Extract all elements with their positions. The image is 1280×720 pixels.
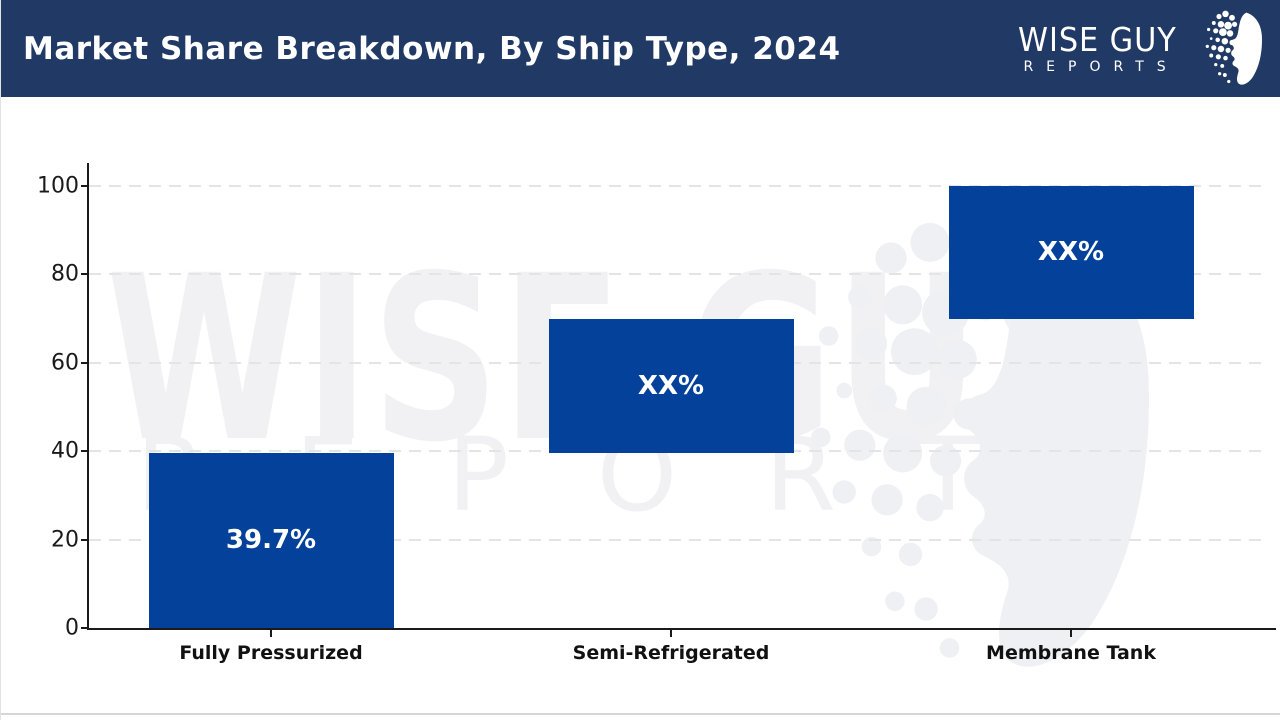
y-tick-mark bbox=[81, 627, 89, 629]
x-axis-spine bbox=[87, 628, 1276, 630]
bottom-divider bbox=[1, 713, 1280, 715]
wiseguy-logo: WISE GUY REPORTS bbox=[1018, 10, 1267, 88]
wiseguy-logo-text: WISE GUY REPORTS bbox=[1018, 23, 1191, 74]
page-title: Market Share Breakdown, By Ship Type, 20… bbox=[23, 30, 841, 67]
x-tick-mark bbox=[270, 630, 272, 637]
bar-membrane-tank: XX% bbox=[948, 186, 1194, 319]
bar-value-label: XX% bbox=[637, 370, 705, 401]
bar-semi-refrigerated: XX% bbox=[548, 318, 794, 453]
x-tick-label: Semi-Refrigerated bbox=[572, 642, 770, 664]
y-tick-mark bbox=[81, 538, 89, 541]
logo-subtitle: REPORTS bbox=[1023, 59, 1179, 75]
gridline bbox=[89, 185, 1266, 187]
logo-wordmark: WISE GUY bbox=[1018, 20, 1178, 59]
y-tick-mark bbox=[81, 450, 89, 453]
y-tick-mark bbox=[81, 185, 89, 187]
y-tick-label: 20 bbox=[51, 527, 79, 553]
x-tick-label: Fully Pressurized bbox=[179, 642, 363, 664]
y-tick-mark bbox=[81, 361, 89, 364]
x-tick-mark bbox=[670, 630, 672, 637]
y-tick-label: 80 bbox=[51, 261, 79, 287]
y-tick-label: 40 bbox=[51, 438, 79, 464]
y-tick-mark bbox=[81, 273, 89, 276]
header-bar: Market Share Breakdown, By Ship Type, 20… bbox=[1, 0, 1280, 97]
y-tick-label: 100 bbox=[37, 173, 79, 199]
bar-fully-pressurized: 39.7% bbox=[148, 452, 394, 628]
plot-area: 0 20 40 60 80 100 39.7% XX% XX% Fully Pressurized… bbox=[1, 97, 1280, 720]
y-axis-spine bbox=[87, 163, 89, 630]
y-tick-label: 60 bbox=[51, 350, 79, 376]
gridline bbox=[89, 273, 1266, 276]
bar-value-label: XX% bbox=[1037, 237, 1105, 268]
y-tick-label: 0 bbox=[65, 615, 79, 641]
bar-value-label: 39.7% bbox=[225, 525, 317, 556]
chart-canvas: WISE GUY REPORTS 0 20 40 60 80 100 39.7% XX% XX%… bbox=[1, 97, 1280, 720]
x-tick-label: Membrane Tank bbox=[986, 642, 1156, 664]
x-tick-mark bbox=[1070, 630, 1072, 637]
gridline bbox=[89, 538, 1266, 541]
wiseguy-head-icon bbox=[1205, 10, 1262, 85]
